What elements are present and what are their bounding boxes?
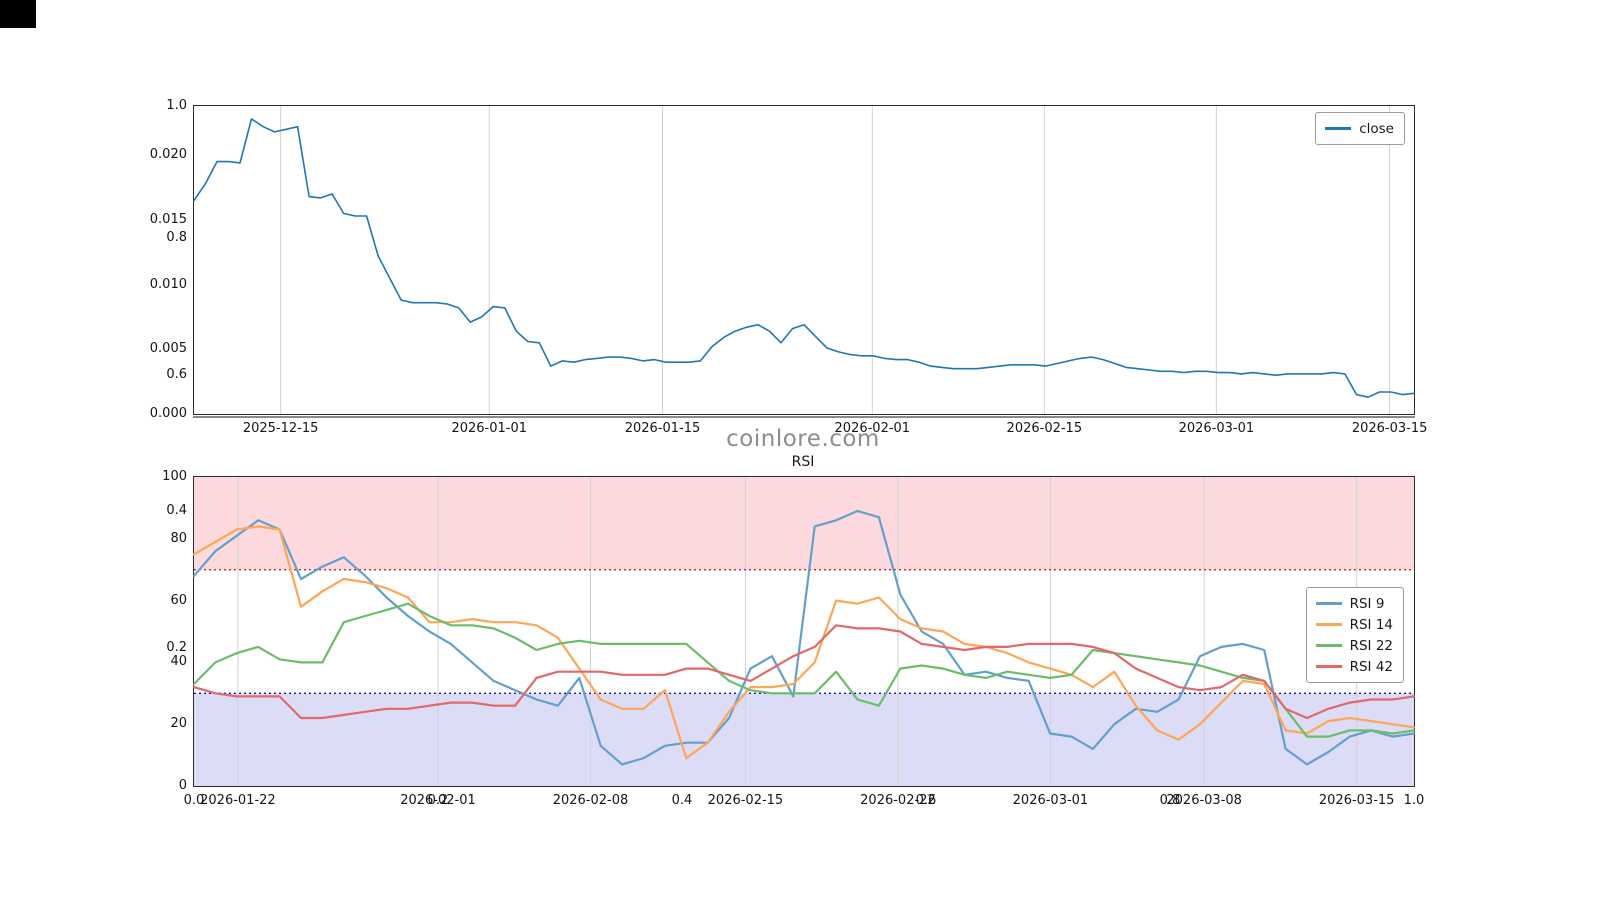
x-tick-label: 2025-12-15 [242, 421, 319, 436]
corner-artifact [0, 0, 36, 28]
threshold-band [194, 477, 1414, 570]
price-chart: 0.000 0.005 0.010 0.015 0.020 1.0 0.8 0.6 2025-1… [150, 98, 1428, 436]
x-tick-label: 2026-02-22 [860, 793, 936, 808]
series-rsi-14 [192, 525, 1416, 760]
x-tick-label: 2026-01-22 [200, 793, 276, 808]
threshold-band [194, 693, 1414, 786]
legend-label-rsi-14: RSI 14 [1349, 616, 1393, 633]
x-tick-label: 2026-03-01 [1178, 421, 1255, 436]
legend-item-rsi-22: RSI 22 [1315, 635, 1393, 656]
x-tick-label: 2026-03-15 [1318, 793, 1395, 808]
price-axis-baseline [193, 416, 1415, 418]
y-tick-label: 60 [170, 592, 187, 608]
y-tick-label-secondary: 0.6 [166, 366, 187, 382]
x-tick-label-secondary: 0.4 [671, 793, 693, 808]
rsi-22-line-swatch [1315, 644, 1342, 647]
rsi-chart-title: RSI [791, 454, 815, 470]
y-tick-label: 0 [178, 778, 187, 793]
legend-item-rsi-42: RSI 42 [1315, 656, 1393, 677]
x-tick-label: 2026-02-08 [552, 793, 629, 808]
legend-label-rsi-22: RSI 22 [1349, 637, 1393, 654]
y-tick-label: 100 [162, 469, 187, 484]
y-tick-label: 0.005 [149, 341, 187, 357]
x-tick-label: 2026-02-15 [1006, 421, 1083, 436]
x-tick-label: 2026-03-01 [1012, 793, 1089, 808]
legend-item-close: close [1325, 118, 1394, 139]
rsi-chart: 0 20 40 60 80 100 0.4 0.2 2026-01-22 2026-02-01 20… [162, 469, 1424, 808]
x-tick-label-secondary: 0.2 [427, 793, 449, 808]
legend-item-rsi-9: RSI 9 [1315, 593, 1393, 614]
y-tick-label: 0.015 [149, 211, 187, 227]
watermark-text: coinlore.com [726, 426, 880, 452]
x-tick-label: 2026-01-01 [451, 421, 528, 436]
legend-item-rsi-14: RSI 14 [1315, 614, 1393, 635]
y-tick-label: 0.020 [149, 147, 187, 163]
close-line-swatch [1325, 127, 1352, 130]
rsi-plot-canvas [192, 477, 1416, 786]
legend-label-rsi-9: RSI 9 [1349, 595, 1385, 612]
x-tick-label: 2026-02-01 [400, 793, 476, 808]
y-tick-label-secondary: 0.4 [166, 502, 187, 518]
x-tick-label: 2026-03-08 [1166, 793, 1242, 808]
y-tick-label-secondary: 0.2 [166, 639, 187, 655]
x-tick-label: 2026-01-15 [624, 421, 701, 436]
rsi-14-line-swatch [1315, 623, 1342, 626]
rsi-9-line-swatch [1315, 602, 1342, 605]
x-tick-label: 2026-03-15 [1351, 421, 1428, 436]
x-tick-label-secondary: 0.6 [915, 793, 937, 808]
series-rsi-22 [192, 602, 1416, 738]
x-tick-label-secondary: 0.0 [183, 793, 205, 808]
x-tick-label-secondary: 0.8 [1159, 793, 1181, 808]
price-plot-canvas [193, 106, 1415, 414]
series-rsi-42 [192, 624, 1416, 720]
y-tick-label: 20 [170, 716, 187, 732]
x-tick-label: 2026-02-01 [834, 421, 911, 436]
y-tick-label: 0.010 [149, 276, 187, 292]
x-tick-label-secondary: 1.0 [1403, 793, 1425, 808]
price-legend: close [1315, 112, 1405, 145]
x-tick-label: 2026-02-15 [707, 793, 784, 808]
y-tick-label-secondary: 1.0 [166, 98, 187, 113]
y-tick-label: 40 [170, 654, 187, 670]
y-tick-label-secondary: 0.8 [166, 230, 187, 246]
rsi-42-line-swatch [1315, 665, 1342, 668]
rsi-legend: RSI 9 RSI 14 RSI 22 RSI 42 [1305, 587, 1404, 683]
y-tick-label: 0.000 [149, 406, 187, 421]
y-tick-label: 80 [170, 530, 187, 546]
series-close [193, 118, 1415, 399]
legend-label-close: close [1359, 120, 1394, 137]
legend-label-rsi-42: RSI 42 [1349, 658, 1393, 675]
